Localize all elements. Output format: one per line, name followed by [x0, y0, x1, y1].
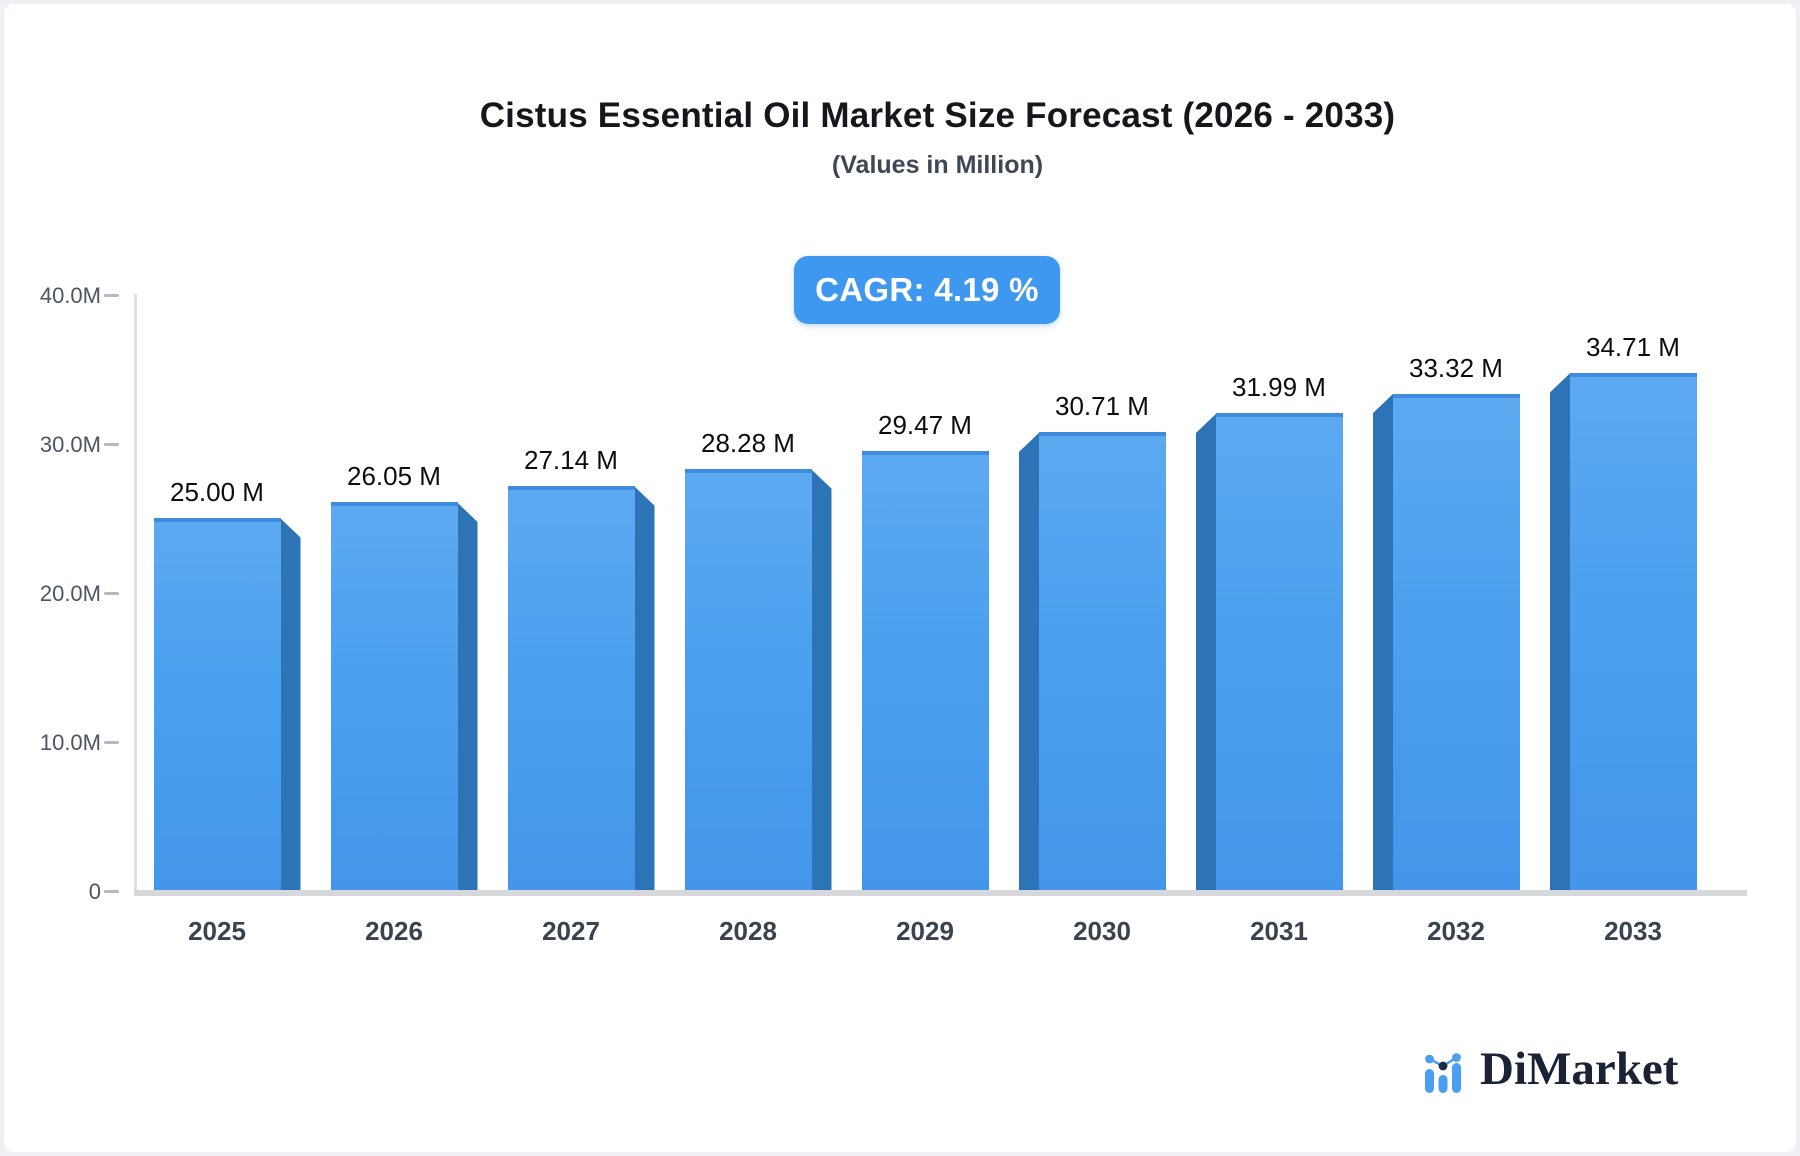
x-axis-label-2033: 2033 [1604, 916, 1662, 946]
bar-value-label-2033: 34.71 M [1586, 331, 1680, 362]
x-axis-label-2031: 2031 [1250, 916, 1308, 946]
bar-chart-logo-icon [1425, 1053, 1461, 1093]
chart-subtitle: (Values in Million) [831, 151, 1044, 179]
bar-2028 [684, 468, 812, 890]
bar-2025 [153, 517, 281, 890]
bar-side-2026 [456, 501, 478, 890]
bar-value-label-2029: 29.47 M [878, 409, 972, 440]
x-axis-baseline [134, 890, 1747, 896]
bar-side-2027 [633, 485, 655, 890]
bar-value-label-2026: 26.05 M [347, 460, 441, 491]
x-axis-label-2032: 2032 [1427, 916, 1485, 946]
bar-2027 [507, 485, 635, 890]
y-axis-tick-mark [104, 294, 119, 297]
cagr-badge-label: CAGR: 4.19 % [815, 271, 1039, 308]
bar-2032 [1392, 393, 1520, 890]
bar-value-label-2027: 27.14 M [524, 444, 618, 475]
bar-chart-plot: 0 10.0M 20.0M 30.0M 40.0M 25.00 M 2025 26.05 M 2… [4, 4, 1796, 1152]
bar-side-2025 [279, 517, 301, 890]
x-axis-label-2027: 2027 [542, 916, 600, 946]
y-axis-tick-mark [104, 741, 119, 744]
x-axis-label-2029: 2029 [896, 916, 954, 946]
bar-2031 [1215, 413, 1343, 890]
bar-value-label-2028: 28.28 M [701, 427, 795, 458]
bar-2026 [330, 501, 458, 890]
bar-side-2028 [810, 468, 832, 890]
bar-value-label-2031: 31.99 M [1232, 372, 1326, 403]
bar-2029 [861, 450, 989, 890]
x-axis-label-2028: 2028 [719, 916, 777, 946]
dimarket-wordmark: DiMarket [1480, 1043, 1679, 1095]
x-axis-label-2030: 2030 [1073, 916, 1131, 946]
bar-side-2032 [1372, 393, 1394, 890]
y-axis-tick-label: 10.0M [39, 730, 101, 755]
x-axis-label-2026: 2026 [365, 916, 423, 946]
y-axis-tick-mark [104, 890, 119, 893]
y-axis-tick-label: 30.0M [39, 432, 101, 457]
bar-value-label-2032: 33.32 M [1409, 352, 1503, 383]
chart-card: Cistus Essential Oil Market Size Forecas… [4, 4, 1796, 1152]
chart-title: Cistus Essential Oil Market Size Forecas… [479, 96, 1396, 135]
bar-value-label-2030: 30.71 M [1055, 391, 1149, 422]
bar-value-label-2025: 25.00 M [170, 476, 264, 507]
y-axis-tick-mark [104, 443, 119, 446]
bar-side-2031 [1195, 413, 1217, 890]
y-axis-tick-label: 0 [88, 879, 101, 904]
x-axis-label-2025: 2025 [188, 916, 246, 946]
bar-2033 [1569, 372, 1697, 890]
bar-side-2033 [1549, 372, 1571, 890]
bar-side-2030 [1018, 432, 1040, 890]
dimarket-logo: DiMarket [1424, 1044, 1678, 1094]
cagr-badge: CAGR: 4.19 % [794, 256, 1060, 324]
y-axis-line [134, 294, 137, 890]
y-axis-tick-mark [104, 592, 119, 595]
y-axis-tick-label: 40.0M [39, 283, 101, 308]
bar-2030 [1038, 432, 1166, 890]
y-axis-tick-label: 20.0M [39, 581, 101, 606]
